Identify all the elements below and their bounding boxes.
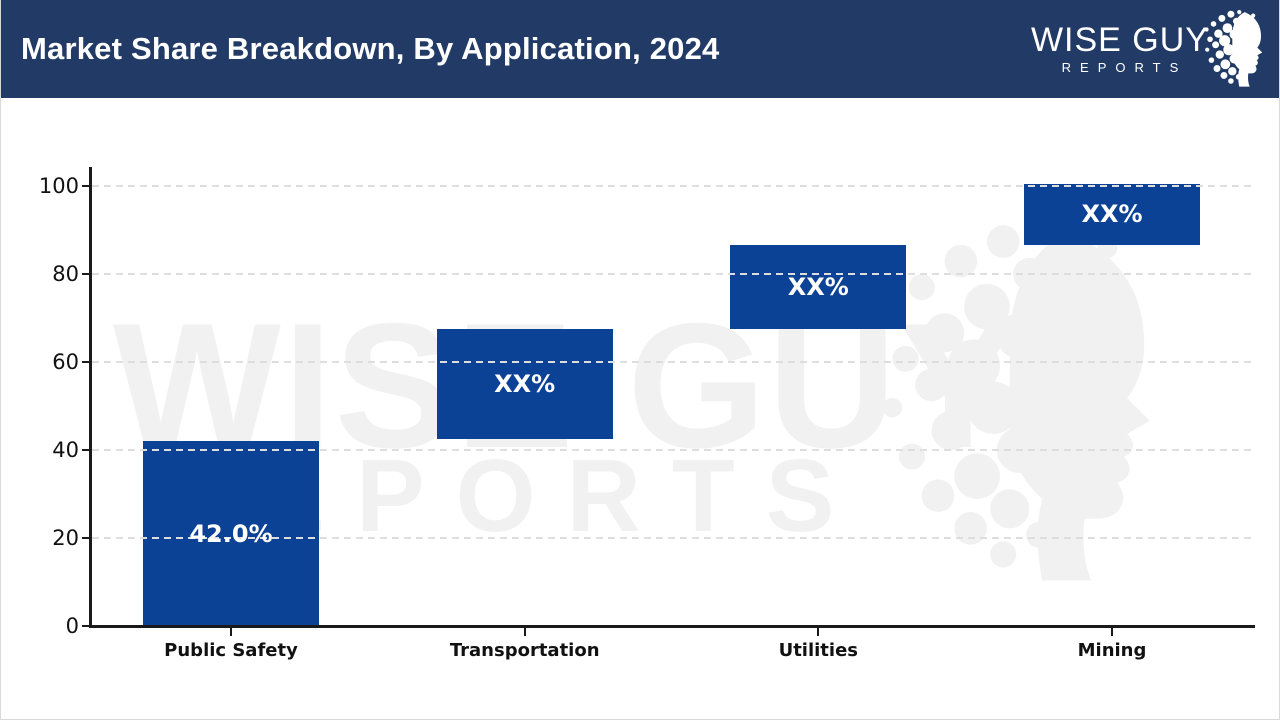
bar-public-safety	[143, 441, 319, 626]
wiseguy-face-icon	[1204, 10, 1263, 87]
y-tick-label: 60	[52, 350, 79, 374]
y-gridline	[92, 361, 1253, 363]
y-gridline	[92, 273, 1253, 275]
bar-transportation	[436, 329, 613, 440]
x-tick-mark-mining	[1111, 628, 1113, 636]
y-tick-label: 80	[52, 262, 79, 286]
y-tick-mark	[82, 537, 91, 539]
x-tick-mark-transportation	[523, 628, 526, 636]
y-tick-label: 40	[52, 438, 79, 462]
x-axis-line	[89, 625, 1255, 628]
bar-value-label-public-safety: 42.0%	[189, 519, 273, 548]
y-gridline	[92, 537, 1253, 539]
x-axis-label-utilities: Utilities	[778, 640, 859, 661]
bar-utilities	[730, 244, 907, 329]
x-axis-label-mining: Mining	[1077, 640, 1147, 661]
y-axis-line	[89, 167, 92, 628]
x-axis-label-transportation: Transportation	[449, 640, 600, 661]
y-tick-mark	[82, 185, 91, 187]
logo-name: WISE GUY	[1030, 21, 1209, 60]
y-tick-mark	[82, 449, 91, 451]
y-tick-label: 20	[52, 526, 79, 550]
y-tick-label: 100	[38, 174, 79, 198]
y-tick-mark	[82, 625, 91, 627]
x-tick-mark-utilities	[817, 628, 820, 636]
wiseguy-logo: WISE GUY REPORTS	[1031, 8, 1265, 90]
bar-value-label-transportation: XX%	[494, 370, 556, 399]
page-title: Market Share Breakdown, By Application, …	[21, 31, 720, 66]
y-tick-mark	[82, 361, 91, 363]
y-tick-mark	[82, 273, 91, 275]
x-axis-label-public-safety: Public Safety	[164, 640, 298, 661]
bar-value-label-mining: XX%	[1081, 200, 1143, 229]
logo-tagline: REPORTS	[1061, 59, 1188, 75]
header-bar: Market Share Breakdown, By Application, …	[1, 0, 1279, 98]
y-tick-label: 0	[65, 614, 79, 638]
y-gridline	[92, 449, 1253, 451]
y-gridline	[92, 185, 1253, 187]
x-tick-mark-public-safety	[230, 628, 232, 636]
logo-text-block: WISE GUY REPORTS	[1030, 21, 1209, 75]
bar-value-label-utilities: XX%	[787, 272, 849, 301]
